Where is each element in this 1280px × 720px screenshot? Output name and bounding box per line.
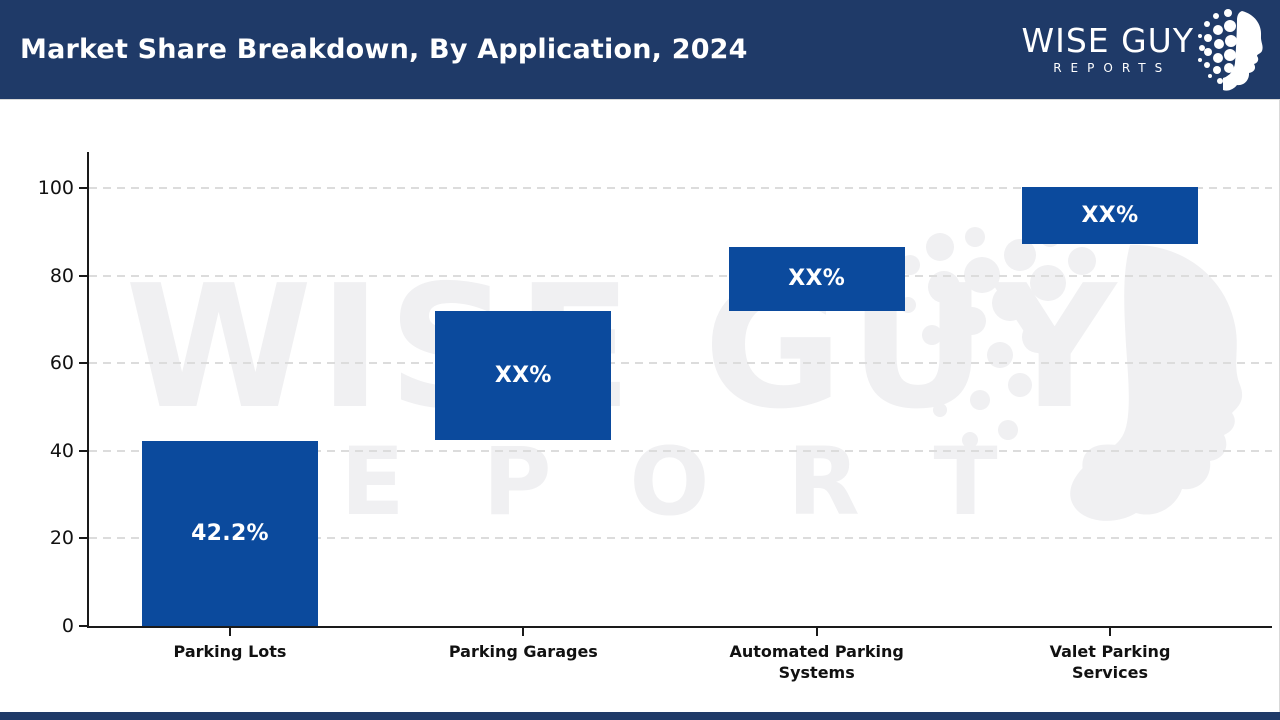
bar-value-label: XX% — [1081, 202, 1139, 228]
x-axis-tick — [522, 627, 525, 636]
y-axis-tick-label: 0 — [61, 614, 74, 637]
y-axis-tick-label: 20 — [49, 527, 74, 549]
x-axis-tick — [815, 627, 818, 636]
brand-logo-text: WISE GUY REPORTS — [1021, 21, 1194, 76]
market-share-bar: XX% — [435, 310, 612, 441]
y-axis-tick — [79, 274, 88, 277]
y-axis-tick-label: 80 — [49, 264, 74, 287]
y-axis-line — [87, 152, 89, 628]
bar-value-label: XX% — [494, 363, 552, 389]
y-axis-tick — [79, 449, 88, 452]
x-axis-line — [87, 626, 1272, 628]
gridline — [89, 362, 1272, 364]
brand-logo-name: WISE GUY — [1021, 21, 1194, 60]
gridline — [89, 187, 1272, 189]
market-share-bar: 42.2% — [142, 440, 318, 626]
brand-logo-tagline: REPORTS — [1053, 61, 1172, 75]
y-axis-tick-label: 60 — [49, 352, 74, 374]
page-title: Market Share Breakdown, By Application, … — [20, 34, 748, 65]
y-axis-tick — [79, 362, 88, 364]
gridline — [89, 449, 1272, 452]
x-axis-category-label: Parking Lots — [173, 642, 287, 661]
bar-value-label: 42.2% — [191, 520, 269, 546]
y-axis-tick — [79, 624, 88, 627]
y-axis-tick — [79, 537, 88, 539]
brand-head-dots-icon — [1198, 8, 1263, 91]
bar-value-label: XX% — [788, 266, 846, 292]
y-axis-tick-label: 100 — [37, 177, 74, 199]
x-axis-tick — [229, 627, 231, 636]
market-share-bar: XX% — [1021, 186, 1198, 244]
x-axis-tick — [1108, 627, 1111, 636]
watermark-line2: REPORTS — [190, 428, 1222, 537]
y-axis-tick — [79, 187, 88, 189]
x-axis-category-label: Automated Parking Systems — [729, 642, 904, 682]
header-bar: Market Share Breakdown, By Application, … — [0, 0, 1280, 100]
footer-bar — [0, 712, 1280, 720]
gridline — [89, 537, 1272, 539]
watermark: WISE GUY REPORTS — [125, 263, 1222, 538]
y-axis-tick-label: 40 — [49, 439, 74, 462]
brand-logo: WISE GUY REPORTS — [1021, 8, 1264, 92]
x-axis-category-label: Parking Garages — [448, 642, 598, 661]
x-axis-category-label: Valet Parking Services — [1049, 642, 1171, 682]
gridline — [89, 274, 1272, 277]
market-share-bar: XX% — [728, 246, 905, 311]
